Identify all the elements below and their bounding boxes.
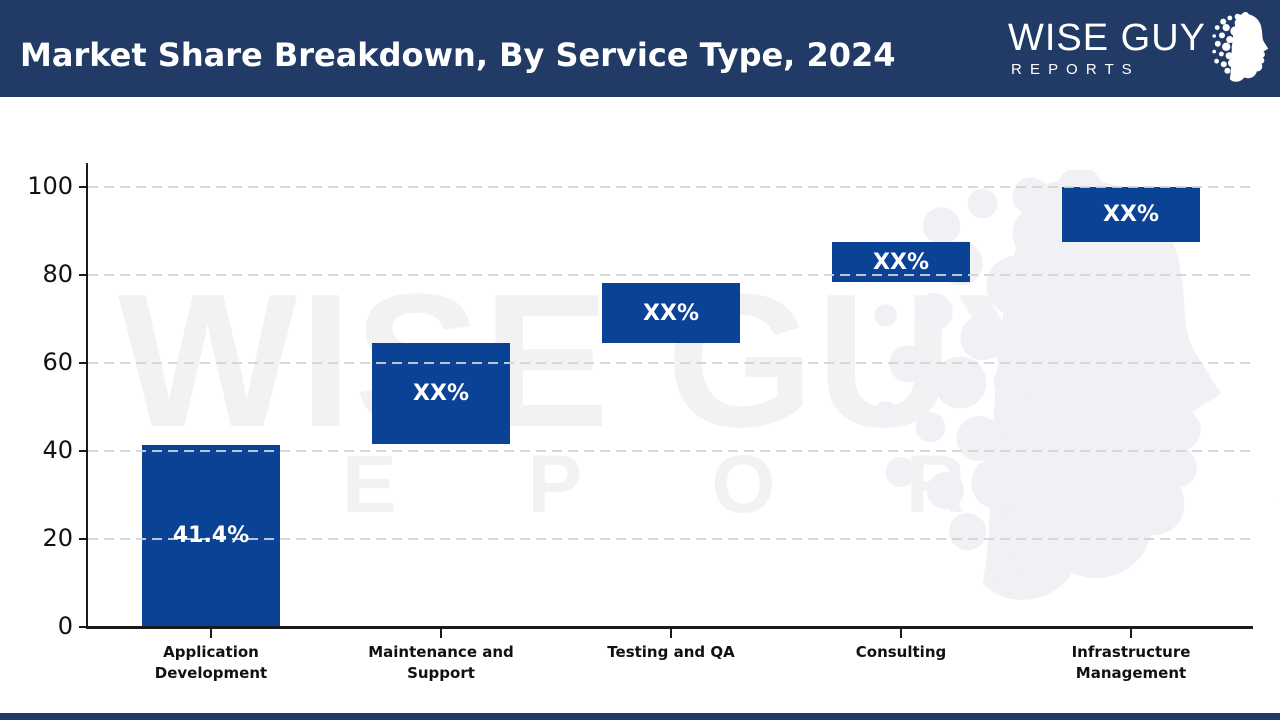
- logo-brand-subtitle: R E P O R T S: [1010, 60, 1134, 78]
- bar-value-label: XX%: [413, 381, 469, 407]
- y-tick-mark: [79, 626, 88, 628]
- bar-value-label: XX%: [643, 300, 699, 326]
- y-tick-label: 20: [42, 524, 73, 552]
- y-tick-mark: [79, 450, 88, 452]
- y-tick-label: 100: [27, 172, 73, 200]
- bar: [142, 444, 280, 627]
- y-tick-mark: [79, 538, 88, 540]
- x-tick-mark: [900, 629, 902, 638]
- chart-title: Market Share Breakdown, By Service Type,…: [20, 36, 896, 74]
- bar-value-label: XX%: [873, 249, 929, 275]
- x-category-label: Application Development: [154, 643, 268, 682]
- gridline-80: [88, 274, 1253, 276]
- y-tick-label: 0: [57, 612, 73, 640]
- x-axis-line: [86, 626, 1253, 629]
- gridline-60: [88, 362, 1253, 364]
- logo-text: WISE GUY R E P O R T S: [1007, 17, 1206, 78]
- y-tick-label: 60: [42, 348, 73, 376]
- y-tick-label: 80: [42, 260, 73, 288]
- wiseguy-reports-logo: WISE GUY R E P O R T S: [1008, 6, 1270, 90]
- y-tick-mark: [79, 274, 88, 276]
- y-axis-line: [86, 163, 88, 629]
- footer-strip: [0, 713, 1280, 720]
- x-category-label: Testing and QA: [607, 643, 735, 661]
- bar: [372, 343, 510, 444]
- logo-dotted-face-icon: [1210, 6, 1270, 90]
- x-tick-mark: [670, 629, 672, 638]
- gridline-100: [88, 186, 1253, 188]
- x-category-label: Infrastructure Management: [1071, 643, 1191, 682]
- y-tick-mark: [79, 186, 88, 188]
- gridline-20: [88, 538, 1253, 540]
- x-category-label: Maintenance and Support: [368, 643, 514, 682]
- y-tick-mark: [79, 362, 88, 364]
- x-tick-mark: [210, 629, 212, 638]
- x-tick-mark: [1130, 629, 1132, 638]
- y-tick-label: 40: [42, 436, 73, 464]
- gridline-40: [88, 450, 1253, 452]
- bar: [1062, 187, 1200, 242]
- logo-brand-name: WISE GUY: [1007, 17, 1206, 60]
- x-tick-mark: [440, 629, 442, 638]
- bar: [602, 282, 740, 344]
- bar-value-label: XX%: [1103, 202, 1159, 227]
- bar-value-label: 41.4%: [172, 523, 250, 549]
- header-bar: Market Share Breakdown, By Service Type,…: [0, 0, 1280, 97]
- x-category-label: Consulting: [855, 643, 947, 661]
